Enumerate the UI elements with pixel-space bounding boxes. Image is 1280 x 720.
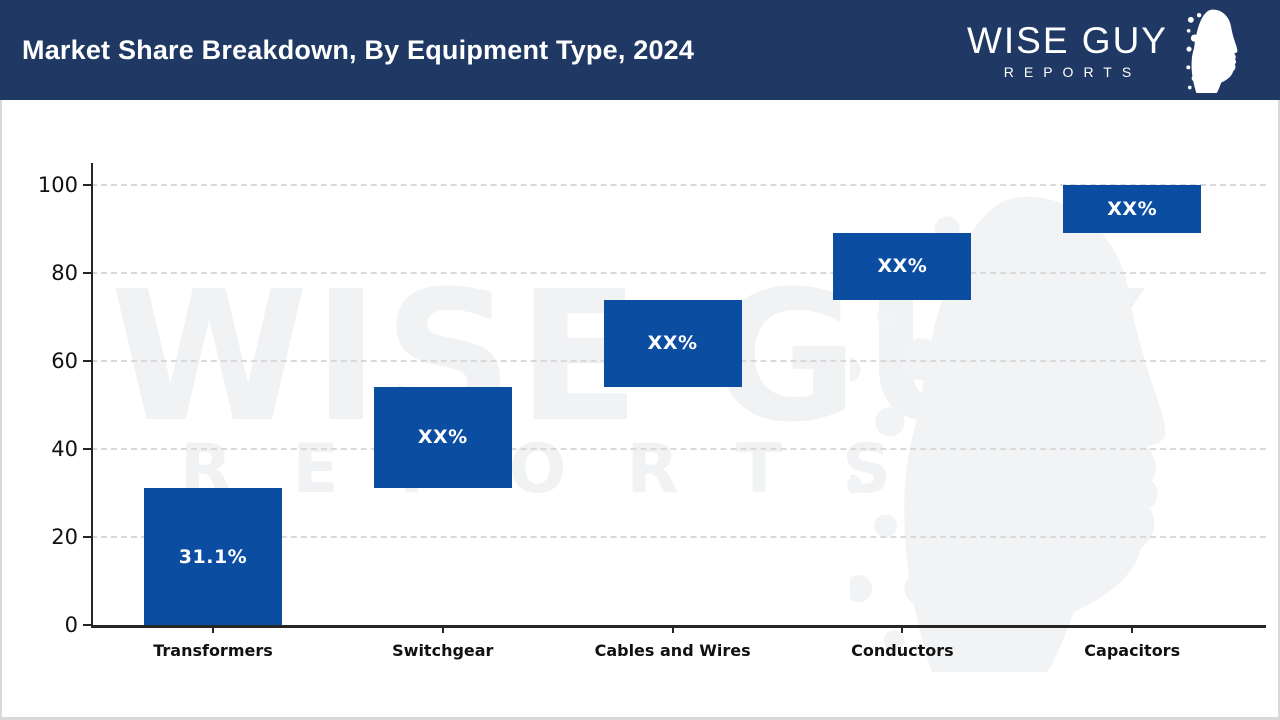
y-tick-mark xyxy=(83,360,91,362)
x-category-label: Conductors xyxy=(851,641,954,660)
waterfall-bar: XX% xyxy=(603,300,742,387)
waterfall-bar: XX% xyxy=(833,232,972,301)
watermark-subtitle: REPORTS xyxy=(180,430,952,509)
x-category-label: Switchgear xyxy=(392,641,494,660)
y-axis-spine xyxy=(91,163,93,625)
logo-text: WISE GUY REPORTS xyxy=(967,22,1168,79)
y-tick-mark xyxy=(83,272,91,274)
wise-guy-logo: WISE GUY REPORTS xyxy=(967,7,1252,93)
watermark-face-icon xyxy=(850,196,1166,672)
chart-area: WISE GUY REPORTS 02040608010031.1%Transf… xyxy=(0,100,1280,720)
bar-value-label: 31.1% xyxy=(178,545,248,568)
y-gridline xyxy=(91,184,1266,186)
x-tick-mark xyxy=(901,625,904,633)
y-tick-mark xyxy=(83,184,91,186)
x-tick-mark xyxy=(1131,625,1134,633)
header: Market Share Breakdown, By Equipment Typ… xyxy=(0,0,1280,100)
waterfall-bar: XX% xyxy=(1063,185,1202,233)
x-category-label: Cables and Wires xyxy=(594,641,751,660)
bar-value-label: XX% xyxy=(1107,197,1158,220)
x-tick-mark xyxy=(441,625,444,633)
y-tick-label: 60 xyxy=(51,349,78,373)
x-category-label: Transformers xyxy=(153,641,273,660)
y-tick-label: 80 xyxy=(51,261,78,285)
y-tick-label: 40 xyxy=(51,437,78,461)
bar-value-label: XX% xyxy=(417,426,468,449)
logo-subtitle: REPORTS xyxy=(1003,63,1142,80)
y-gridline xyxy=(91,536,1266,538)
y-tick-label: 0 xyxy=(64,613,78,637)
logo-face-icon xyxy=(1186,9,1238,93)
waterfall-bar: 31.1% xyxy=(144,488,282,625)
x-tick-mark xyxy=(671,625,674,633)
y-tick-mark xyxy=(83,448,91,450)
y-gridline xyxy=(91,448,1266,450)
x-axis-spine xyxy=(91,625,1266,628)
bar-value-label: XX% xyxy=(647,332,698,355)
waterfall-bar: XX% xyxy=(373,386,512,489)
logo-wordmark: WISE GUY xyxy=(966,19,1168,61)
page-title: Market Share Breakdown, By Equipment Typ… xyxy=(22,34,695,65)
x-tick-mark xyxy=(212,625,214,633)
bar-value-label: XX% xyxy=(877,255,928,278)
x-category-label: Capacitors xyxy=(1084,641,1181,660)
y-tick-mark xyxy=(83,536,91,538)
y-gridline xyxy=(91,272,1266,274)
y-tick-mark xyxy=(83,624,91,626)
y-tick-label: 20 xyxy=(51,525,78,549)
y-tick-label: 100 xyxy=(37,173,78,197)
